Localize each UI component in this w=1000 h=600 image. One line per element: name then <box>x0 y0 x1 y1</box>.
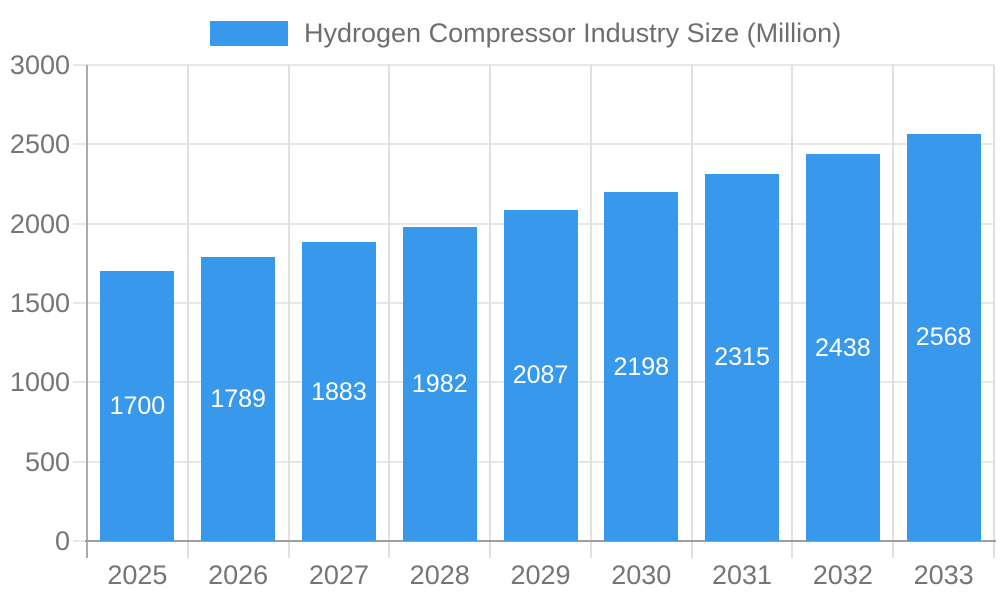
y-axis-tick-label: 2000 <box>9 208 70 239</box>
bar[interactable] <box>201 257 276 541</box>
bar[interactable] <box>402 226 477 541</box>
bar[interactable] <box>301 242 376 541</box>
x-gridline <box>489 65 492 558</box>
bar-value-label: 2315 <box>714 343 770 372</box>
y-axis-tick-label: 0 <box>54 526 70 556</box>
x-axis-tick-label: 2032 <box>812 560 873 590</box>
x-gridline <box>388 65 391 558</box>
legend-label: Hydrogen Compressor Industry Size (Milli… <box>304 18 842 48</box>
bar[interactable] <box>906 133 981 541</box>
x-gridline <box>589 65 592 558</box>
x-axis-tick-label: 2030 <box>611 560 672 590</box>
bar-value-label: 1982 <box>411 369 468 398</box>
y-axis-tick-label: 1500 <box>9 288 70 318</box>
x-axis-tick-label: 2026 <box>208 560 269 590</box>
y-axis-tick-label: 1000 <box>9 367 70 398</box>
y-gridline <box>73 143 994 146</box>
y-axis-tick-label: 3000 <box>9 50 70 80</box>
bar-value-label: 1883 <box>311 377 367 406</box>
bar[interactable] <box>100 271 175 541</box>
bar[interactable] <box>604 192 679 541</box>
x-axis-tick-label: 2029 <box>510 560 571 590</box>
legend-swatch-icon <box>210 21 288 46</box>
bar-value-label: 2087 <box>512 361 569 390</box>
x-axis-tick-label: 2031 <box>712 560 773 590</box>
bar-value-label: 2568 <box>915 323 972 352</box>
x-axis-tick-label: 2025 <box>107 560 168 590</box>
y-axis-line <box>86 65 88 558</box>
x-gridline <box>791 65 794 558</box>
x-gridline <box>993 65 995 558</box>
x-gridline <box>892 65 895 558</box>
bar-value-label: 1789 <box>210 385 266 414</box>
x-gridline <box>186 65 189 558</box>
x-gridline <box>690 65 693 558</box>
bar-value-label: 2438 <box>815 333 871 362</box>
x-axis-line <box>85 540 996 542</box>
bar[interactable] <box>503 209 578 541</box>
x-gridline <box>287 65 290 558</box>
y-axis-tick-label: 500 <box>24 446 70 477</box>
bar[interactable] <box>805 154 880 541</box>
x-axis-tick-label: 2033 <box>913 560 974 590</box>
y-axis-tick-label: 2500 <box>9 129 70 160</box>
bar-value-label: 2198 <box>613 352 670 381</box>
y-gridline <box>73 64 994 66</box>
legend: Hydrogen Compressor Industry Size (Milli… <box>210 18 841 49</box>
bar-value-label: 1700 <box>109 392 166 421</box>
bar[interactable] <box>705 173 780 541</box>
x-axis-tick-label: 2027 <box>308 560 369 590</box>
x-axis-tick-label: 2028 <box>409 560 470 590</box>
